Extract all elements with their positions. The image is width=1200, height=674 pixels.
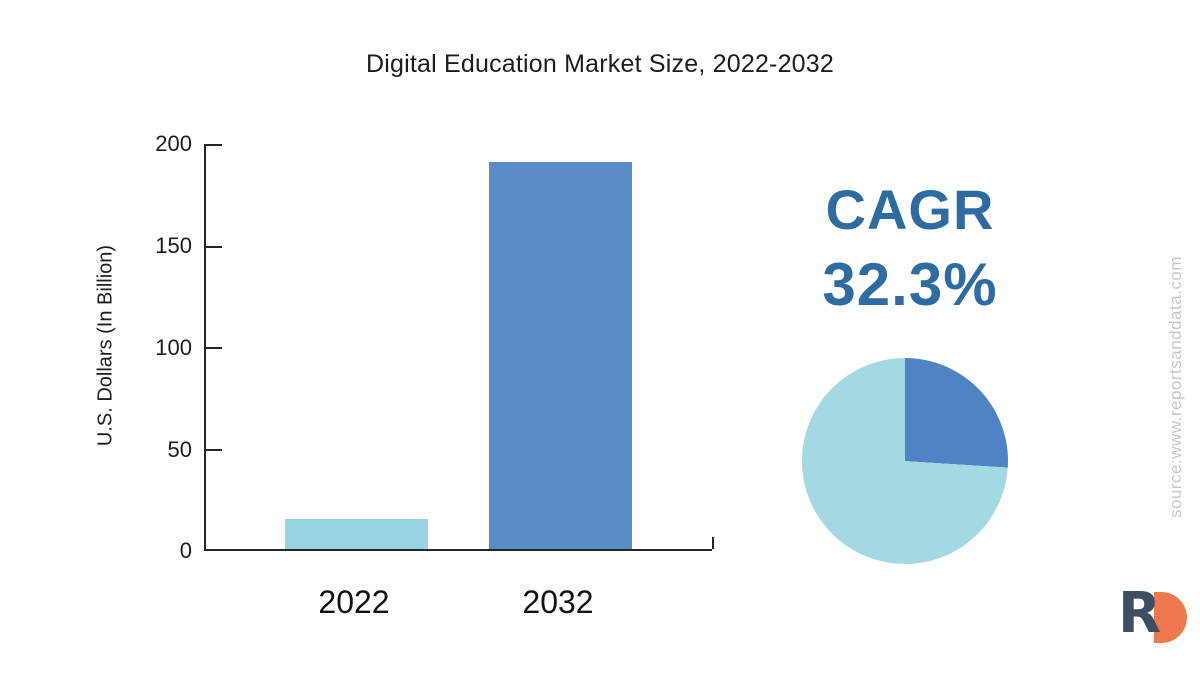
y-tick-label-150: 150 <box>155 233 192 258</box>
cagr-label: CAGR <box>825 178 995 241</box>
y-tick-mark-200 <box>206 144 222 146</box>
x-category-label-2022: 2022 <box>318 584 390 620</box>
cagr-value: 32.3% <box>822 251 998 318</box>
logo-letter-r: R <box>1118 581 1161 646</box>
y-tick-mark-150 <box>206 246 222 248</box>
y-tick-label-200: 200 <box>155 131 192 156</box>
y-tick-mark-50 <box>206 449 222 451</box>
reportsanddata-logo: R <box>1116 581 1192 646</box>
pie-chart <box>802 358 1008 564</box>
y-tick-mark-100 <box>206 347 222 349</box>
x-category-label-2032: 2032 <box>522 584 594 620</box>
y-tick-label-100: 100 <box>155 335 192 360</box>
cagr-block: CAGR 32.3% <box>780 178 1040 320</box>
bar-chart-plot-area <box>204 144 714 551</box>
source-note: source:www.reportsanddata.com <box>1166 255 1185 519</box>
y-tick-label-0: 0 <box>179 538 192 563</box>
bar-2032 <box>489 162 632 549</box>
y-axis-title: U.S. Dollars (In Billion) <box>94 244 117 447</box>
bar-2022 <box>285 518 428 549</box>
chart-title: Digital Education Market Size, 2022-2032 <box>366 50 834 78</box>
y-tick-label-50: 50 <box>167 437 192 462</box>
x-axis-end-tick <box>712 537 714 549</box>
